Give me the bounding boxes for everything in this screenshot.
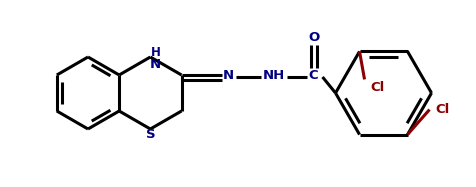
Text: NH: NH (262, 70, 284, 82)
Text: Cl: Cl (435, 103, 449, 116)
Text: Cl: Cl (370, 81, 384, 94)
Text: N: N (149, 59, 160, 71)
Text: C: C (308, 70, 317, 82)
Text: S: S (145, 128, 155, 142)
Text: N: N (222, 70, 234, 82)
Text: O: O (307, 30, 318, 44)
Text: H: H (150, 45, 160, 59)
